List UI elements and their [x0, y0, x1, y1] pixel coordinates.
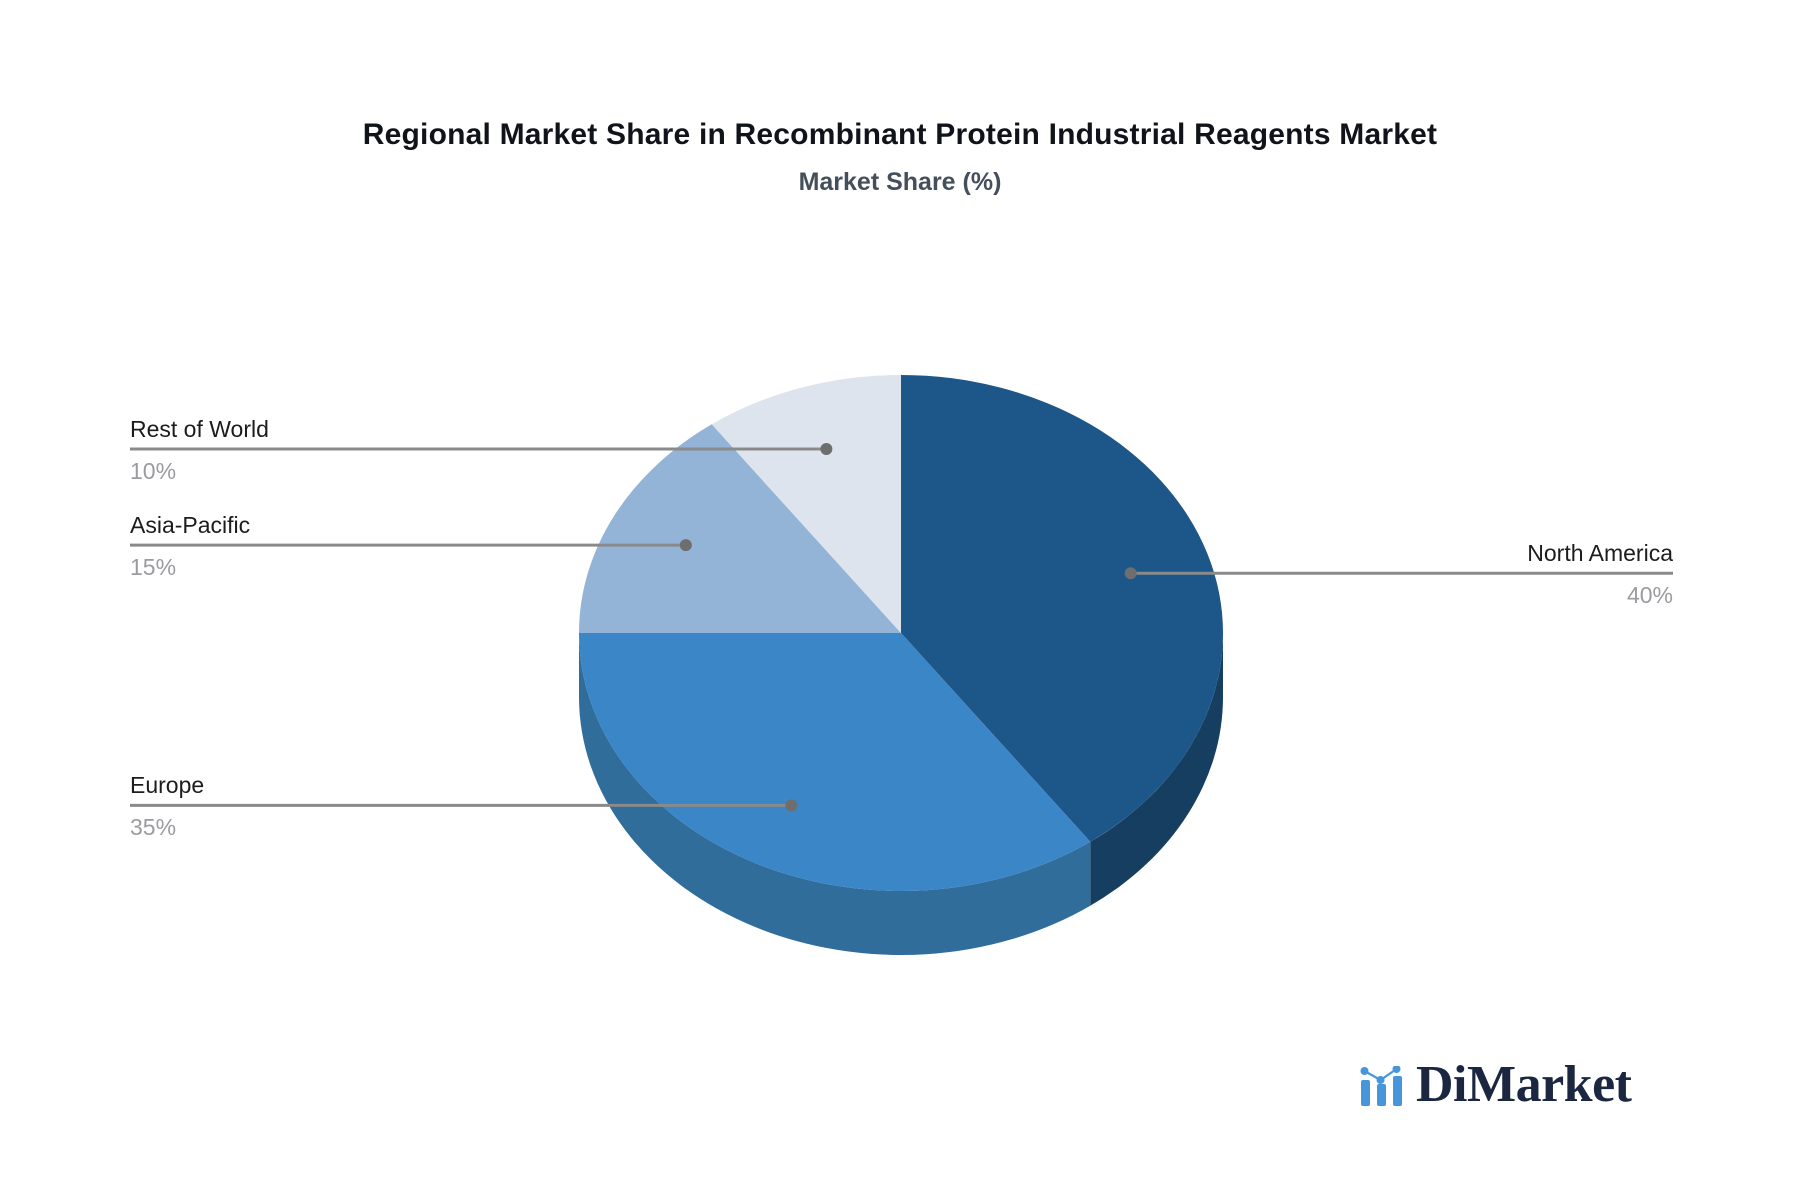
slice-label-name: Rest of World [130, 415, 269, 442]
slice-label-value: 15% [130, 554, 177, 581]
leader-dot-europe [785, 799, 798, 812]
slice-label-name: Europe [130, 772, 205, 799]
pie-slice-side-europe [579, 633, 1091, 955]
bar-line-chart-icon [1360, 1066, 1402, 1106]
chart-subtitle: Market Share (%) [798, 168, 1002, 196]
leader-dot-north-america [1124, 567, 1137, 580]
slice-label-north-america: North America 40% [1527, 540, 1673, 609]
pie-slice-europe [579, 633, 1091, 891]
pie-slice-rest-of-world [711, 375, 901, 633]
slice-label-name: Asia-Pacific [130, 512, 251, 539]
leader-dot-asia-pacific [679, 539, 692, 552]
page-title: Regional Market Share in Recombinant Pro… [362, 118, 1438, 151]
slice-label-rest-of-world: Rest of World 10% [130, 416, 269, 485]
slice-label-asia-pacific: Asia-Pacific 15% [130, 512, 250, 581]
slice-label-value: 35% [130, 814, 177, 841]
slice-label-europe: Europe 35% [130, 772, 204, 841]
pie-slice-north-america [901, 375, 1223, 842]
brand-name: DiMarket [1416, 1056, 1632, 1113]
pie-slice-asia-pacific [579, 424, 901, 633]
leader-dot-rest-of-world [820, 442, 833, 455]
brand-logo: DiMarket [1360, 1040, 1690, 1113]
slice-label-value: 10% [130, 457, 177, 484]
pie-slice-side-north-america [1090, 633, 1223, 906]
slice-label-name: North America [1527, 540, 1673, 567]
slice-label-value: 40% [1626, 582, 1673, 609]
